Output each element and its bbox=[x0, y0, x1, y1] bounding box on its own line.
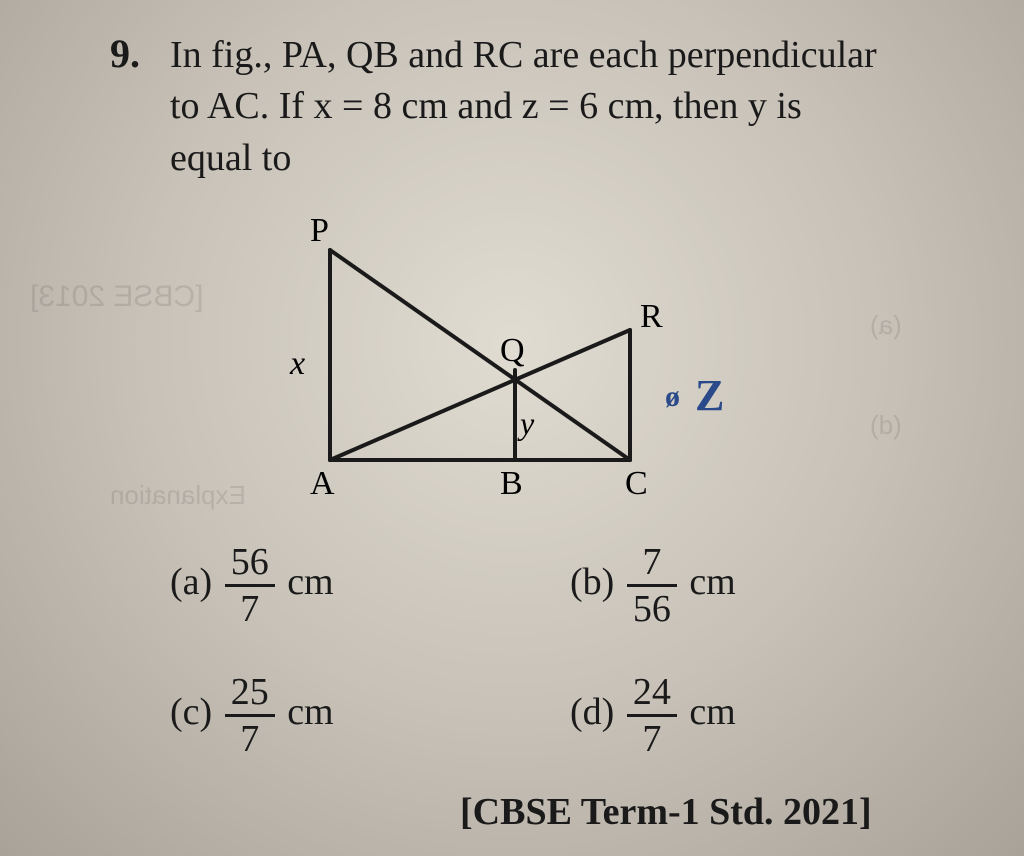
option-d: (d) 24 7 cm bbox=[570, 670, 736, 761]
option-c: (c) 25 7 cm bbox=[170, 670, 334, 761]
option-d-fraction: 24 7 bbox=[627, 670, 677, 761]
option-d-num: 24 bbox=[627, 670, 677, 717]
option-d-den: 7 bbox=[627, 717, 677, 761]
label-A: A bbox=[310, 465, 335, 503]
ghost-text-4: Explanation bbox=[110, 480, 246, 511]
option-b-num: 7 bbox=[627, 540, 677, 587]
option-a-num: 56 bbox=[225, 540, 275, 587]
question-line3: equal to bbox=[170, 137, 291, 179]
question-line2: to AC. If x = 8 cm and z = 6 cm, then y … bbox=[170, 85, 802, 127]
source-citation: [CBSE Term-1 Std. 2021] bbox=[460, 790, 872, 834]
question-text: In fig., PA, QB and RC are each perpendi… bbox=[170, 30, 990, 184]
question-number: 9. bbox=[110, 30, 140, 77]
option-a-unit: cm bbox=[287, 561, 333, 603]
geometry-diagram: P A B C Q R x y bbox=[300, 220, 700, 500]
option-c-unit: cm bbox=[287, 691, 333, 733]
option-d-unit: cm bbox=[689, 691, 735, 733]
option-a-den: 7 bbox=[225, 587, 275, 631]
option-b-fraction: 7 56 bbox=[627, 540, 677, 631]
option-b: (b) 7 56 cm bbox=[570, 540, 736, 631]
option-b-unit: cm bbox=[689, 561, 735, 603]
option-c-fraction: 25 7 bbox=[225, 670, 275, 761]
option-a: (a) 56 7 cm bbox=[170, 540, 334, 631]
label-B: B bbox=[500, 465, 523, 503]
label-Q: Q bbox=[500, 332, 525, 370]
label-P: P bbox=[310, 212, 329, 250]
ghost-text-3: (d) bbox=[870, 410, 902, 441]
ghost-text-2: (a) bbox=[870, 310, 902, 341]
option-c-den: 7 bbox=[225, 717, 275, 761]
page-background: [CBSE 2013] (a) (d) Explanation 9. In fi… bbox=[0, 0, 1024, 856]
option-a-fraction: 56 7 bbox=[225, 540, 275, 631]
label-R: R bbox=[640, 298, 663, 336]
option-a-label: (a) bbox=[170, 561, 212, 603]
option-d-label: (d) bbox=[570, 691, 614, 733]
option-b-den: 56 bbox=[627, 587, 677, 631]
label-y: y bbox=[520, 405, 534, 442]
ghost-text-1: [CBSE 2013] bbox=[30, 280, 203, 314]
option-c-label: (c) bbox=[170, 691, 212, 733]
label-x: x bbox=[290, 345, 305, 383]
question-line1: In fig., PA, QB and RC are each perpendi… bbox=[170, 34, 877, 76]
option-b-label: (b) bbox=[570, 561, 614, 603]
handwritten-strike: ø bbox=[665, 380, 680, 414]
handwritten-z: Z bbox=[695, 370, 724, 421]
label-C: C bbox=[625, 465, 648, 503]
option-c-num: 25 bbox=[225, 670, 275, 717]
